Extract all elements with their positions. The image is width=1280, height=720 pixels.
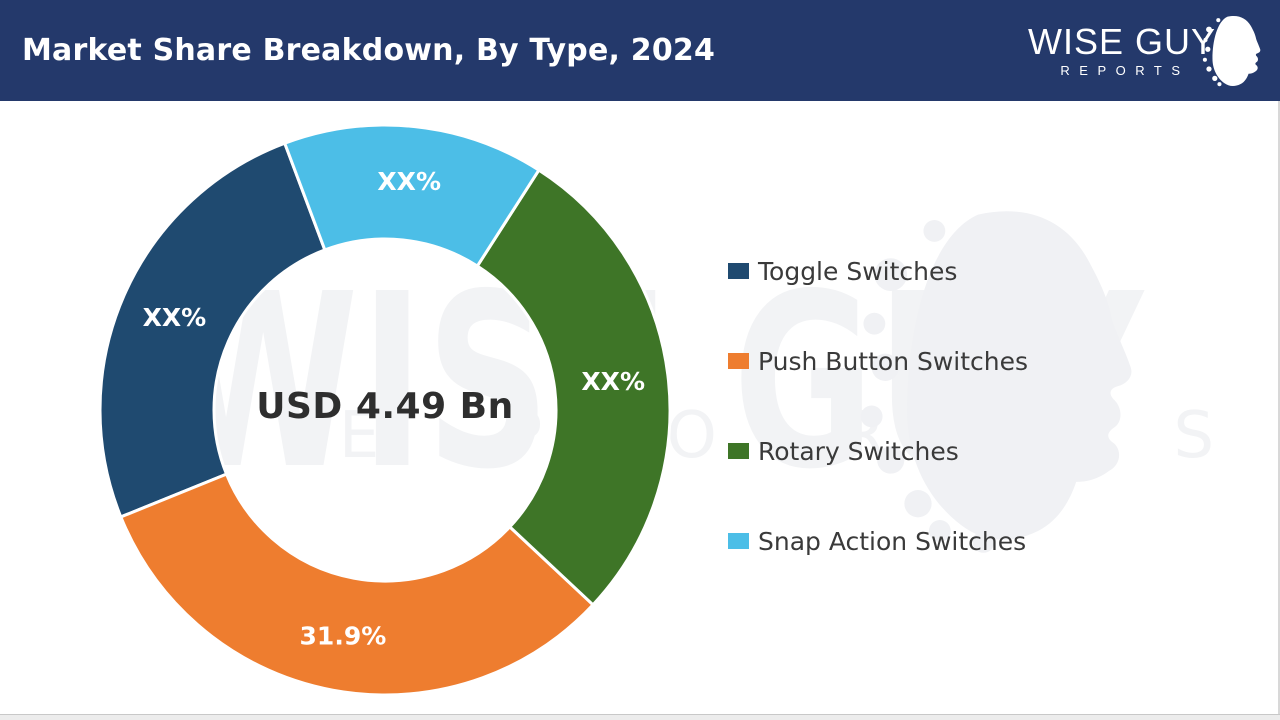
brand-name: WISE GUY xyxy=(1027,21,1216,62)
brand-head-icon xyxy=(1202,15,1261,87)
legend-label-rotary-switches: Rotary Switches xyxy=(758,436,959,466)
brand-logo: WISE GUY REPORTS xyxy=(1028,6,1266,96)
legend-item-push-button-switches: Push Button Switches xyxy=(728,345,1028,377)
segment-value-label-snap-action-switches: XX% xyxy=(377,167,441,196)
watermark-head-icon xyxy=(860,211,1132,553)
donut-segment-toggle-switches xyxy=(98,141,327,519)
legend-swatch-rotary-switches xyxy=(728,443,749,459)
footer-strip xyxy=(0,714,1280,720)
legend-item-rotary-switches: Rotary Switches xyxy=(728,435,959,467)
chart-center-value: USD 4.49 Bn xyxy=(256,386,514,427)
page-title: Market Share Breakdown, By Type, 2024 xyxy=(22,33,716,68)
segment-value-label-toggle-switches: XX% xyxy=(143,303,207,332)
segment-value-label-push-button-switches: 31.9% xyxy=(300,622,387,651)
donut-segment-push-button-switches xyxy=(119,472,595,697)
legend-swatch-toggle-switches xyxy=(728,263,749,279)
legend-swatch-push-button-switches xyxy=(728,353,749,369)
donut-chart: XX% 31.9% XX% XX% xyxy=(98,123,672,697)
legend-item-toggle-switches: Toggle Switches xyxy=(728,255,957,287)
segment-value-label-rotary-switches: XX% xyxy=(581,367,645,396)
donut-segment-rotary-switches xyxy=(475,168,672,607)
legend-label-toggle-switches: Toggle Switches xyxy=(758,256,958,286)
legend-swatch-snap-action-switches xyxy=(728,533,749,549)
right-edge-border xyxy=(1278,101,1280,720)
legend-item-snap-action-switches: Snap Action Switches xyxy=(728,525,1026,557)
donut-segment-snap-action-switches xyxy=(283,123,541,268)
header-bar: Market Share Breakdown, By Type, 2024 WI… xyxy=(0,0,1280,101)
legend-label-snap-action-switches: Snap Action Switches xyxy=(758,526,1027,556)
brand-logo-text: WISE GUY REPORTS xyxy=(1027,21,1216,79)
brand-tagline: REPORTS xyxy=(1060,63,1190,78)
legend-label-push-button-switches: Push Button Switches xyxy=(758,346,1029,376)
